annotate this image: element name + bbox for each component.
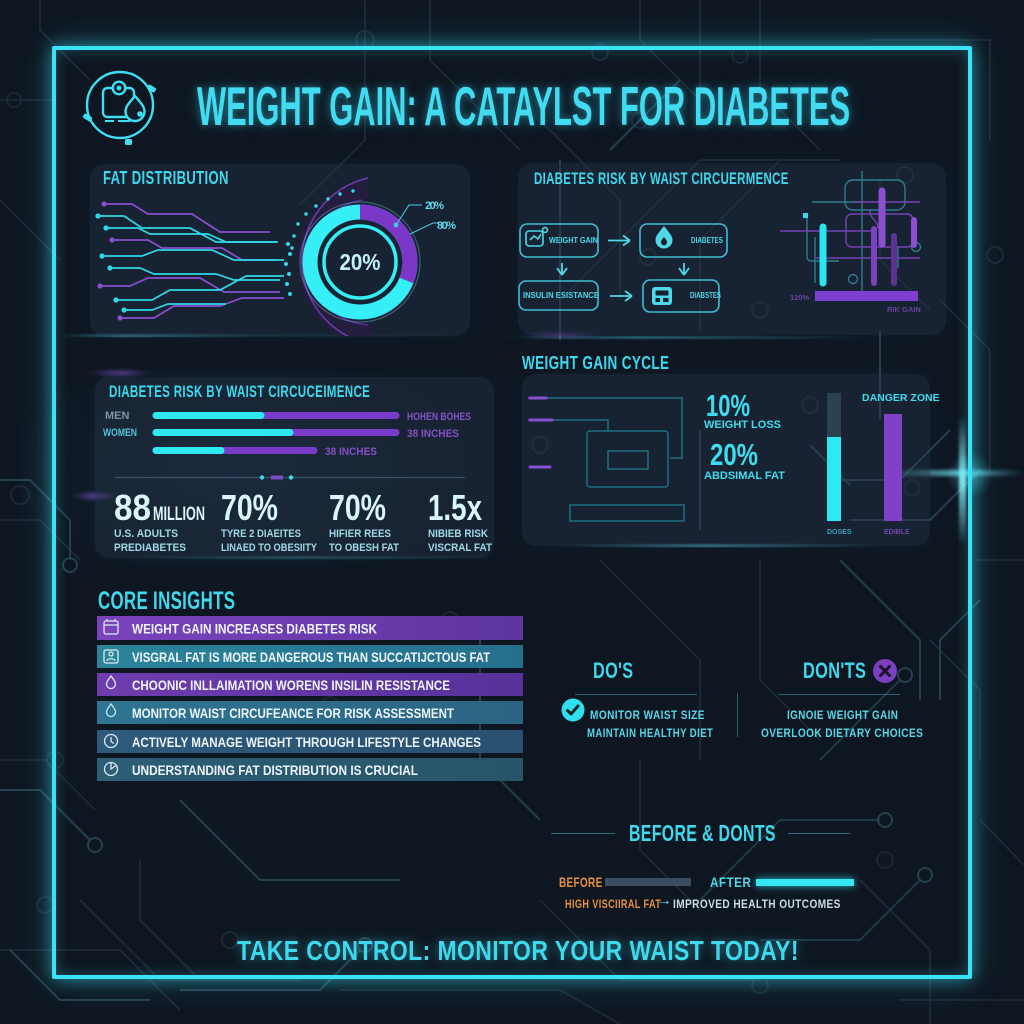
svg-text:INSULIN ESISTANCE: INSULIN ESISTANCE [523, 290, 599, 300]
svg-text:MONITOR WAIST CIRCUFEANCE FOR: MONITOR WAIST CIRCUFEANCE FOR RISK ASSES… [132, 706, 455, 721]
svg-text:ACTIVELY MANAGE WEIGHT THROUGH: ACTIVELY MANAGE WEIGHT THROUGH LIFESTYLE… [132, 735, 481, 750]
svg-text:38 INCHES: 38 INCHES [407, 428, 459, 440]
svg-text:120%: 120% [790, 293, 810, 302]
svg-text:88: 88 [114, 487, 151, 528]
svg-text:DANGER ZONE: DANGER ZONE [862, 392, 940, 404]
svg-text:HIFIER REES: HIFIER REES [329, 528, 391, 540]
svg-text:PREDIABETES: PREDIABETES [114, 542, 186, 554]
svg-text:UNDERSTANDING FAT DISTRIBUTION: UNDERSTANDING FAT DISTRIBUTION IS CRUCIA… [132, 763, 418, 778]
svg-text:1.5x: 1.5x [428, 487, 482, 528]
svg-text:LINAED TO OBESIITY: LINAED TO OBESIITY [221, 542, 318, 554]
svg-text:WEIGHT GAIN: WEIGHT GAIN [549, 235, 598, 245]
svg-text:HOHEN BOHES: HOHEN BOHES [407, 411, 471, 423]
svg-text:TYRE 2 DIAEITES: TYRE 2 DIAEITES [221, 528, 301, 540]
svg-text:MILLION: MILLION [153, 504, 205, 525]
svg-text:U.S. ADULTS: U.S. ADULTS [114, 528, 178, 540]
svg-text:TO OBESH FAT: TO OBESH FAT [329, 542, 399, 554]
svg-text:20%: 20% [425, 200, 444, 212]
svg-text:MEN: MEN [105, 410, 130, 422]
svg-text:VISCRAL FAT: VISCRAL FAT [428, 542, 492, 554]
svg-text:CHOONIC INLLAIMATION WORENS IN: CHOONIC INLLAIMATION WORENS INSILIN RESI… [132, 678, 450, 693]
svg-text:80%: 80% [437, 220, 456, 232]
svg-text:38 INCHES: 38 INCHES [325, 446, 377, 458]
svg-text:WEIGHT GAIN INCREASES DIABETES: WEIGHT GAIN INCREASES DIABETES RISK [132, 622, 377, 637]
svg-text:DIABSTES: DIABSTES [690, 290, 721, 300]
svg-text:NIBIEB RISK: NIBIEB RISK [428, 528, 488, 540]
svg-text:RIK GAIN: RIK GAIN [887, 305, 921, 314]
svg-text:WOMEN: WOMEN [103, 427, 137, 439]
svg-text:WEIGHT LOSS: WEIGHT LOSS [704, 419, 781, 431]
svg-text:70%: 70% [329, 487, 386, 528]
svg-text:DIABETES: DIABETES [691, 235, 723, 245]
svg-text:VISGRAL FAT IS MORE DANGEROUS: VISGRAL FAT IS MORE DANGEROUS THAN SUCCA… [132, 650, 491, 665]
svg-text:10%: 10% [706, 388, 750, 423]
svg-text:EDIBLE: EDIBLE [884, 529, 910, 536]
svg-text:70%: 70% [221, 487, 278, 528]
svg-text:20%: 20% [340, 249, 381, 275]
svg-text:20%: 20% [710, 437, 758, 472]
svg-text:DOSES: DOSES [827, 529, 852, 536]
svg-text:ABDSIMAL FAT: ABDSIMAL FAT [704, 470, 785, 482]
